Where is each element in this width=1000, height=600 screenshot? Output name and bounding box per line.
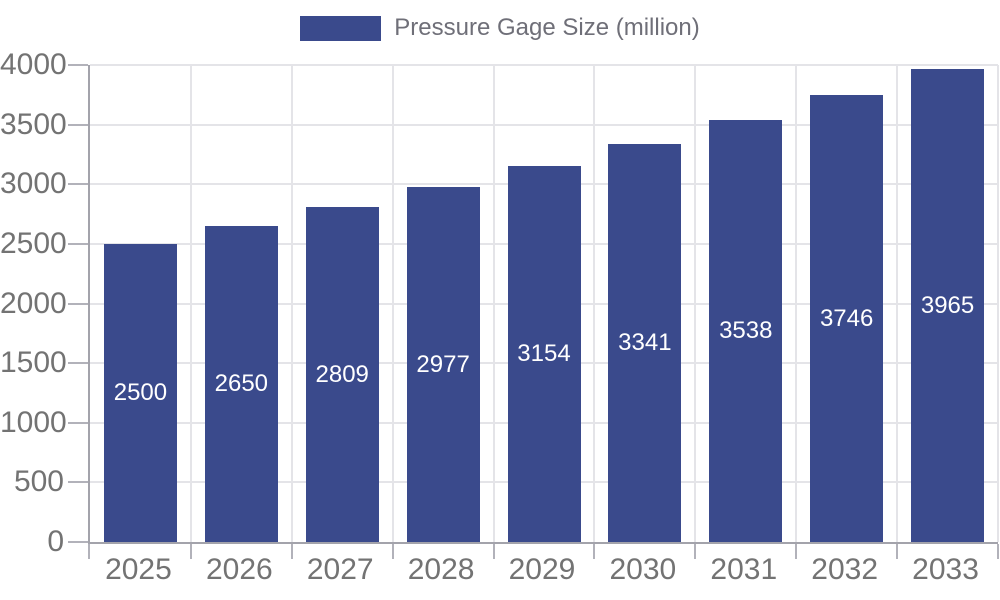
- y-tick-label: 3000: [0, 167, 67, 201]
- gridline-vertical: [795, 65, 798, 542]
- bar[interactable]: 2650: [204, 226, 278, 542]
- gridline-vertical: [391, 65, 394, 542]
- bar[interactable]: 2977: [406, 187, 480, 542]
- x-tick-mark: [795, 544, 798, 559]
- x-tick-mark: [492, 544, 495, 559]
- y-tick-label: 500: [13, 465, 64, 499]
- bar-value-label: 2809: [315, 360, 369, 388]
- y-tick-mark: [68, 302, 88, 305]
- y-tick-label: 1000: [0, 405, 67, 439]
- x-tick-label: 2031: [710, 553, 778, 586]
- y-tick-label: 4000: [0, 48, 67, 81]
- x-tick-label: 2030: [609, 553, 677, 586]
- x-tick-label: 2027: [306, 553, 374, 586]
- legend-label: Pressure Gage Size (million): [394, 14, 700, 41]
- y-tick-label: 2500: [0, 226, 67, 260]
- bar[interactable]: 3746: [810, 95, 884, 542]
- gridline-vertical: [896, 65, 899, 542]
- x-tick-mark: [290, 544, 293, 559]
- x-tick-mark: [694, 544, 697, 559]
- gridline-horizontal: [90, 64, 998, 66]
- x-tick-mark: [88, 544, 90, 559]
- gridline-vertical: [593, 65, 596, 542]
- y-tick-mark: [68, 541, 88, 543]
- x-tick-mark: [896, 544, 899, 559]
- y-tick-label: 1500: [0, 346, 67, 380]
- y-tick-mark: [68, 183, 88, 186]
- bar[interactable]: 3154: [507, 165, 581, 542]
- y-tick-label: 2000: [0, 286, 67, 320]
- x-tick-mark: [189, 544, 192, 559]
- y-tick-mark: [68, 421, 88, 424]
- y-tick-label: 0: [47, 525, 64, 558]
- bar-value-label: 3746: [819, 304, 874, 332]
- y-tick-mark: [68, 242, 88, 245]
- bar-value-label: 2977: [416, 350, 470, 378]
- x-tick-mark: [391, 544, 394, 559]
- bar-value-label: 2650: [214, 370, 269, 397]
- gridline-horizontal: [90, 123, 998, 126]
- y-tick-mark: [68, 362, 88, 365]
- plot-area: 2500 2650 2809 2977 3154 3341 3538 3746 3965: [68, 64, 999, 559]
- y-tick-mark: [68, 123, 88, 126]
- y-tick-label: 3500: [0, 107, 67, 141]
- y-tick-mark: [68, 64, 88, 66]
- gridline-vertical: [492, 65, 495, 542]
- bar[interactable]: 2809: [305, 207, 379, 542]
- bar[interactable]: 3538: [709, 120, 783, 542]
- x-tick-label: 2026: [205, 553, 273, 586]
- gridline-vertical: [694, 65, 697, 542]
- bar-value-label: 3154: [517, 339, 571, 367]
- bar-value-label: 3538: [719, 317, 773, 345]
- gridline-vertical: [997, 65, 999, 542]
- legend[interactable]: Pressure Gage Size (million): [0, 14, 1000, 42]
- bar-value-label: 2500: [113, 378, 168, 406]
- x-tick-label: 2032: [811, 553, 879, 586]
- bar[interactable]: 2500: [103, 243, 177, 542]
- bar[interactable]: 3341: [608, 143, 682, 542]
- gridline-vertical: [189, 65, 192, 542]
- x-tick-label: 2028: [407, 553, 475, 586]
- bar-value-label: 3341: [618, 328, 672, 356]
- x-tick-mark: [997, 544, 999, 559]
- x-tick-label: 2029: [508, 553, 576, 586]
- bar[interactable]: 3965: [911, 69, 985, 542]
- gridline-vertical: [290, 65, 293, 542]
- x-tick-mark: [593, 544, 596, 559]
- x-tick-label: 2025: [105, 553, 172, 586]
- legend-swatch: [300, 15, 382, 41]
- x-tick-label: 2033: [912, 553, 979, 586]
- bar-value-label: 3965: [920, 291, 975, 319]
- y-tick-mark: [68, 481, 88, 484]
